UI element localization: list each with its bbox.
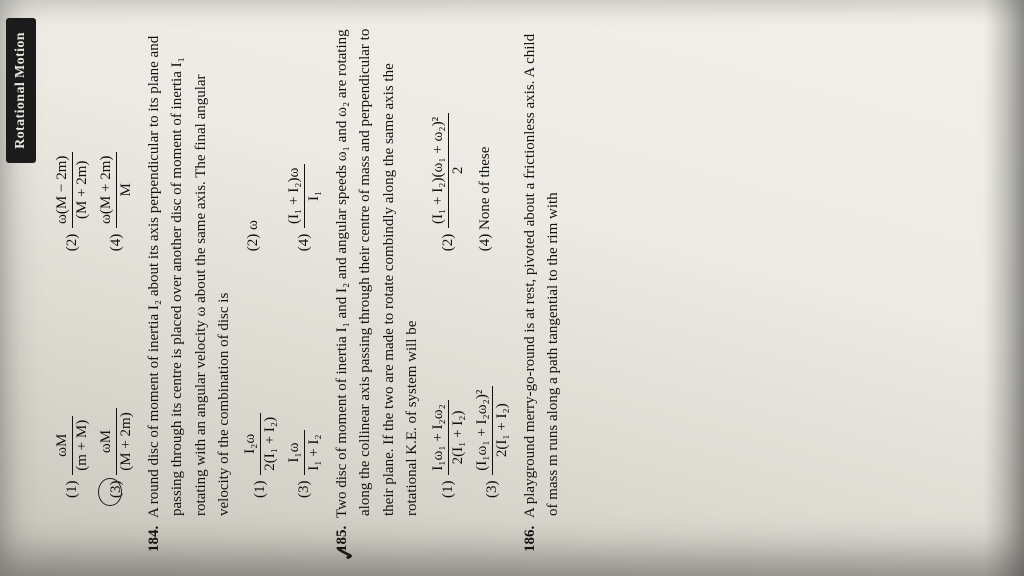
q185-opt-4: (4) None of these <box>474 44 512 251</box>
q184-text: A round disc of moment of inertia I₂ abo… <box>146 36 232 518</box>
frac-den: 2(I₁ + I₂) <box>261 413 279 475</box>
q185-opt-2: (2) (I₁ + I₂)(ω₁ + ω₂)² 2 <box>430 44 468 251</box>
opt-num: (1) <box>252 481 268 499</box>
q185-text: Two disc of moment of inertia I₁ and I₂ … <box>334 29 420 518</box>
fraction: (I₁ + I₂)(ω₁ + ω₂)² 2 <box>430 113 468 228</box>
q183-opt-1: (1) ωM (m + M) <box>54 291 92 498</box>
frac-num: (I₁ + I₂)ω <box>286 164 305 228</box>
opt-num: (2) <box>64 234 80 252</box>
q183-opt-4: (4) ω(M + 2m) M <box>98 44 136 251</box>
fraction: I₁ω I₁ + I₂ <box>286 430 324 474</box>
page-fade <box>984 0 1024 576</box>
frac-num: (I₁ω₁ + I₂ω₂)² <box>474 386 493 475</box>
q184-opt-1: (1) I₂ω 2(I₁ + I₂) <box>242 291 280 498</box>
fraction: (I₁ + I₂)ω I₁ <box>286 164 324 228</box>
q186-text: A playground merry-go-round is at rest, … <box>522 34 561 518</box>
page: Rotational Motion (1) ωM (m + M) (2) ω(M… <box>0 0 1024 576</box>
circle-mark-icon <box>98 478 122 506</box>
frac-num: I₁ω <box>286 430 305 474</box>
q183-opt-row-1: (1) ωM (m + M) (2) ω(M − 2m) (M + 2m) <box>54 28 92 498</box>
frac-den: I₁ + I₂ <box>305 430 323 474</box>
q183-opt-row-2: (3) ωM (M + 2m) (4) ω(M + 2m) M <box>98 28 136 498</box>
q186-number: 186. <box>519 522 542 552</box>
header-chip: Rotational Motion <box>6 18 36 163</box>
q184-opt-2: (2) ω <box>242 44 280 251</box>
frac-num: I₂ω <box>242 413 261 475</box>
opt-num: (1) <box>440 481 456 499</box>
fraction: ω(M − 2m) (M + 2m) <box>54 152 92 228</box>
frac-num: ωM <box>98 408 117 474</box>
fraction: I₁ω₁ + I₂ω₂ 2(I₁ + I₂) <box>430 400 468 475</box>
opt-num: (4) <box>296 234 312 252</box>
q185-opt-1: (1) I₁ω₁ + I₂ω₂ 2(I₁ + I₂) <box>430 291 468 498</box>
frac-den: (m + M) <box>73 416 91 475</box>
frac-den: (M + 2m) <box>73 152 91 228</box>
q186: 186.A playground merry-go-round is at re… <box>519 28 566 516</box>
opt-num: (2) <box>440 234 456 252</box>
q185: ✓ 185.Two disc of moment of inertia I₁ a… <box>331 28 424 516</box>
q184-opt-3: (3) I₁ω I₁ + I₂ <box>286 291 324 498</box>
frac-den: 2(I₁ + I₂) <box>493 386 511 475</box>
opt-num: (4) <box>108 234 124 252</box>
opt-text: ω <box>245 220 261 230</box>
frac-num: I₁ω₁ + I₂ω₂ <box>430 400 449 475</box>
fraction: ωM (M + 2m) <box>98 408 136 474</box>
opt-num: (4) <box>477 234 493 252</box>
q184-opt-row-1: (1) I₂ω 2(I₁ + I₂) (2) ω <box>242 28 280 498</box>
q185-opt-row-2: (3) (I₁ω₁ + I₂ω₂)² 2(I₁ + I₂) (4) None o… <box>474 28 512 498</box>
frac-num: ω(M + 2m) <box>98 152 117 228</box>
q184-opt-row-2: (3) I₁ω I₁ + I₂ (4) (I₁ + I₂)ω I₁ <box>286 28 324 498</box>
fraction: (I₁ω₁ + I₂ω₂)² 2(I₁ + I₂) <box>474 386 512 475</box>
opt-num: (2) <box>245 234 261 252</box>
frac-den: 2 <box>449 113 467 228</box>
q183-opt-3: (3) ωM (M + 2m) <box>98 291 136 498</box>
frac-den: I₁ <box>305 164 323 228</box>
tick-mark-icon: ✓ <box>328 541 364 564</box>
q184-number: 184. <box>143 522 166 552</box>
frac-num: ωM <box>54 416 73 475</box>
q185-opt-3: (3) (I₁ω₁ + I₂ω₂)² 2(I₁ + I₂) <box>474 291 512 498</box>
fraction: I₂ω 2(I₁ + I₂) <box>242 413 280 475</box>
frac-den: 2(I₁ + I₂) <box>449 400 467 475</box>
frac-num: ω(M − 2m) <box>54 152 73 228</box>
frac-num: (I₁ + I₂)(ω₁ + ω₂)² <box>430 113 449 228</box>
q185-opt-row-1: (1) I₁ω₁ + I₂ω₂ 2(I₁ + I₂) (2) (I₁ + I₂)… <box>430 28 468 498</box>
fraction: ωM (m + M) <box>54 416 92 475</box>
opt-num: (3) <box>484 481 500 499</box>
frac-den: M <box>117 152 135 228</box>
q184-opt-4: (4) (I₁ + I₂)ω I₁ <box>286 44 324 251</box>
opt-text: None of these <box>477 147 493 230</box>
q183-opt-2: (2) ω(M − 2m) (M + 2m) <box>54 44 92 251</box>
opt-num: (1) <box>64 481 80 499</box>
q184: 184.A round disc of moment of inertia I₂… <box>143 28 236 516</box>
fraction: ω(M + 2m) M <box>98 152 136 228</box>
frac-den: (M + 2m) <box>117 408 135 474</box>
opt-num: (3) <box>296 481 312 499</box>
